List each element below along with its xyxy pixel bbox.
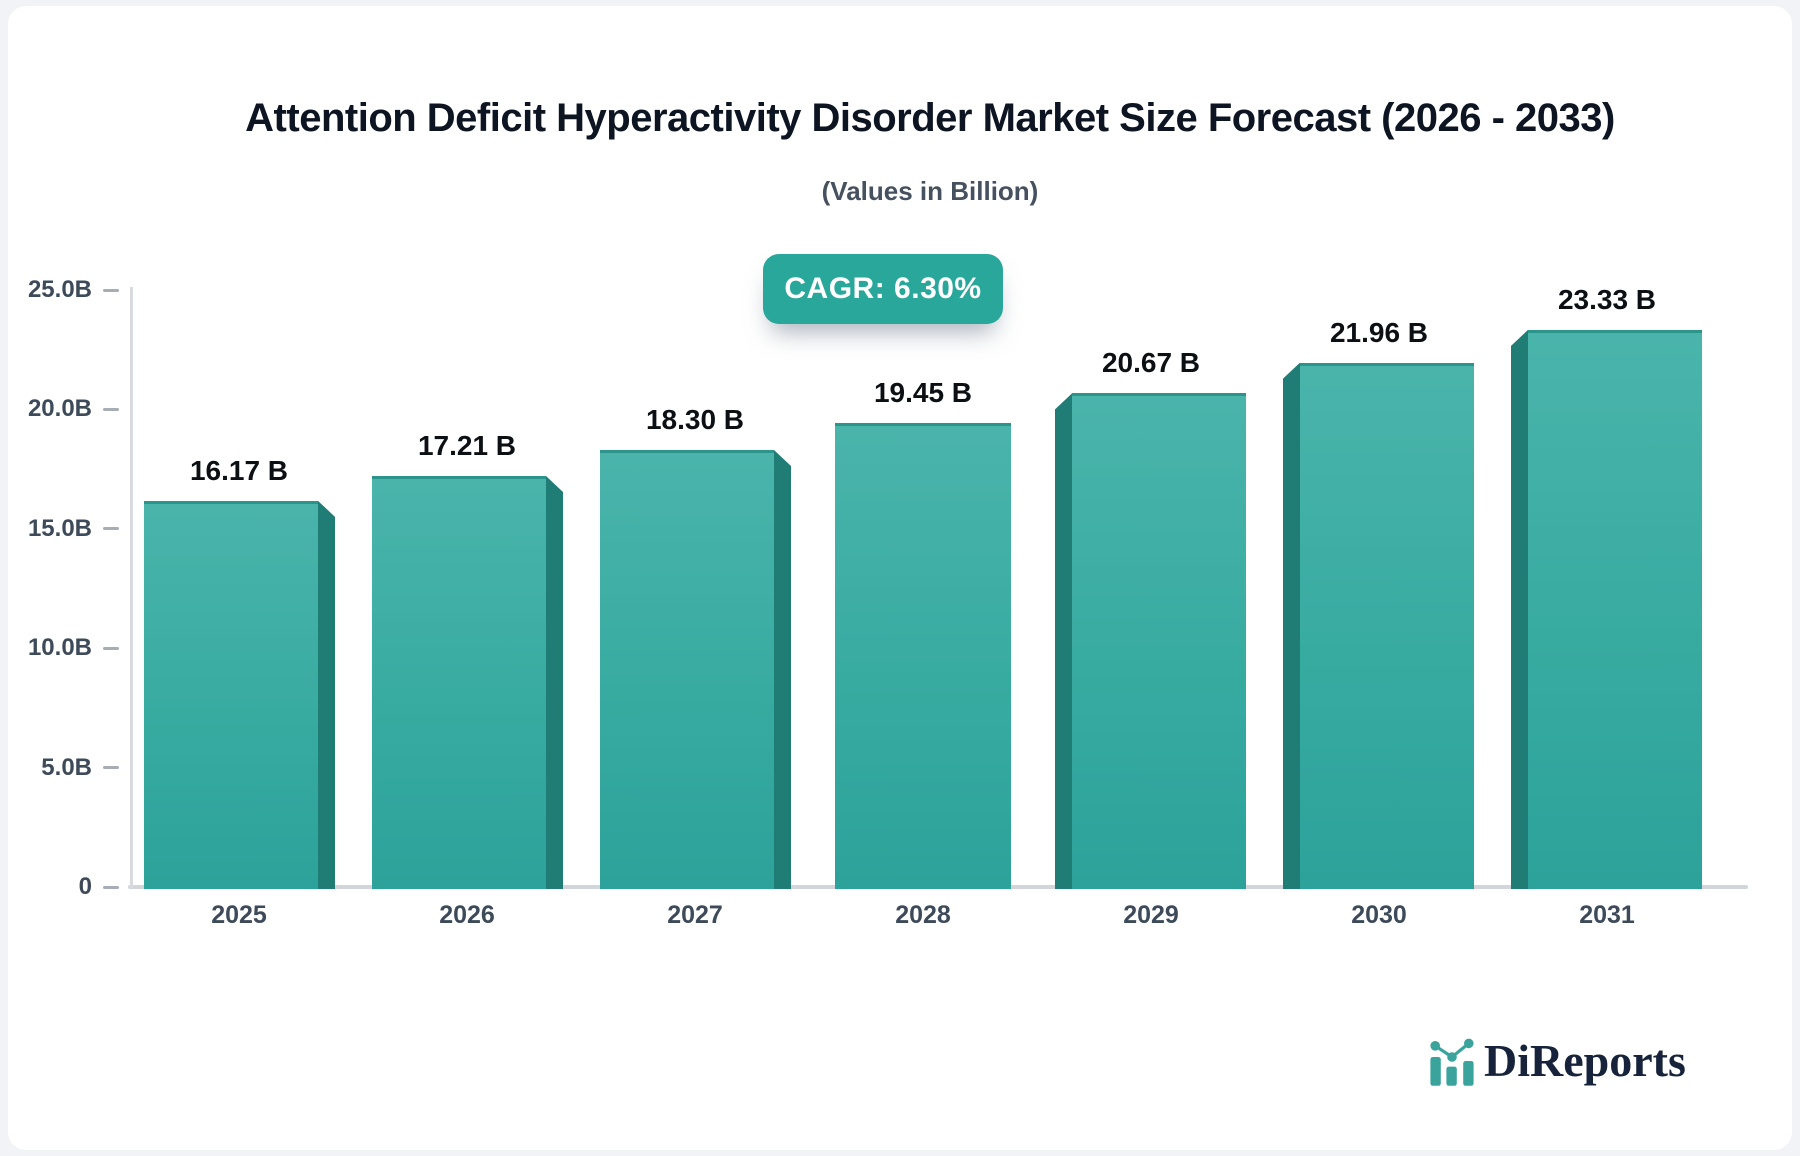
bar-2025 bbox=[144, 500, 318, 889]
chart-subtitle: (Values in Billion) bbox=[821, 176, 1039, 206]
cagr-badge: CAGR: 6.30% bbox=[763, 254, 1003, 324]
x-axis-label-2026: 2026 bbox=[439, 901, 495, 929]
y-axis-line bbox=[130, 287, 133, 888]
bar-value-label: 21.96 B bbox=[1329, 316, 1429, 348]
bar-value-label: 19.45 B bbox=[873, 376, 973, 408]
y-axis-tick-mark bbox=[103, 527, 119, 531]
x-axis-label-2027: 2027 bbox=[667, 901, 723, 929]
bar-2031 bbox=[1528, 329, 1702, 889]
x-axis-label-2028: 2028 bbox=[895, 901, 951, 929]
bar-value-label: 20.67 B bbox=[1101, 347, 1201, 379]
bar-value-label: 18.30 B bbox=[645, 403, 745, 435]
y-axis-tick-label: 20.0B bbox=[27, 395, 92, 423]
bar-2028 bbox=[835, 422, 1011, 889]
y-axis-tick-label: 0 bbox=[78, 873, 92, 900]
x-axis-label-2025: 2025 bbox=[211, 901, 267, 929]
bar-value-label: 23.33 B bbox=[1557, 283, 1657, 315]
chart-title: Attention Deficit Hyperactivity Disorder… bbox=[245, 96, 1615, 140]
y-axis-tick-mark bbox=[103, 885, 119, 889]
y-axis-tick-label: 5.0B bbox=[41, 753, 92, 781]
y-axis-tick-label: 15.0B bbox=[27, 514, 92, 542]
x-axis-label-2029: 2029 bbox=[1123, 901, 1179, 929]
bar-2029 bbox=[1072, 393, 1246, 889]
brand-logo: DiReports bbox=[1428, 1036, 1686, 1086]
x-axis-label-2031: 2031 bbox=[1579, 901, 1635, 929]
bar-chart-logo-icon bbox=[1430, 1038, 1474, 1086]
bar-value-label: 17.21 B bbox=[417, 430, 517, 462]
bar-3d-side-2027 bbox=[774, 449, 791, 889]
bar-2030 bbox=[1300, 362, 1474, 889]
brand-name: DiReports bbox=[1484, 1035, 1686, 1086]
y-axis-tick-mark bbox=[103, 646, 119, 650]
y-axis-tick-mark bbox=[103, 407, 119, 411]
y-axis-tick-label: 10.0B bbox=[27, 634, 92, 662]
bar-3d-side-2029 bbox=[1055, 393, 1072, 889]
bar-2027 bbox=[600, 449, 774, 889]
bar-3d-side-2026 bbox=[546, 476, 563, 889]
bar-3d-side-2025 bbox=[318, 500, 335, 889]
y-axis-tick-mark bbox=[103, 288, 119, 292]
x-axis-label-2030: 2030 bbox=[1351, 901, 1407, 929]
bar-3d-side-2030 bbox=[1283, 362, 1300, 889]
bar-2026 bbox=[372, 476, 546, 889]
bar-3d-side-2031 bbox=[1511, 329, 1528, 889]
bar-value-label: 16.17 B bbox=[189, 454, 289, 486]
y-axis-tick-mark bbox=[103, 766, 119, 770]
y-axis-tick-label: 25.0B bbox=[27, 276, 92, 303]
